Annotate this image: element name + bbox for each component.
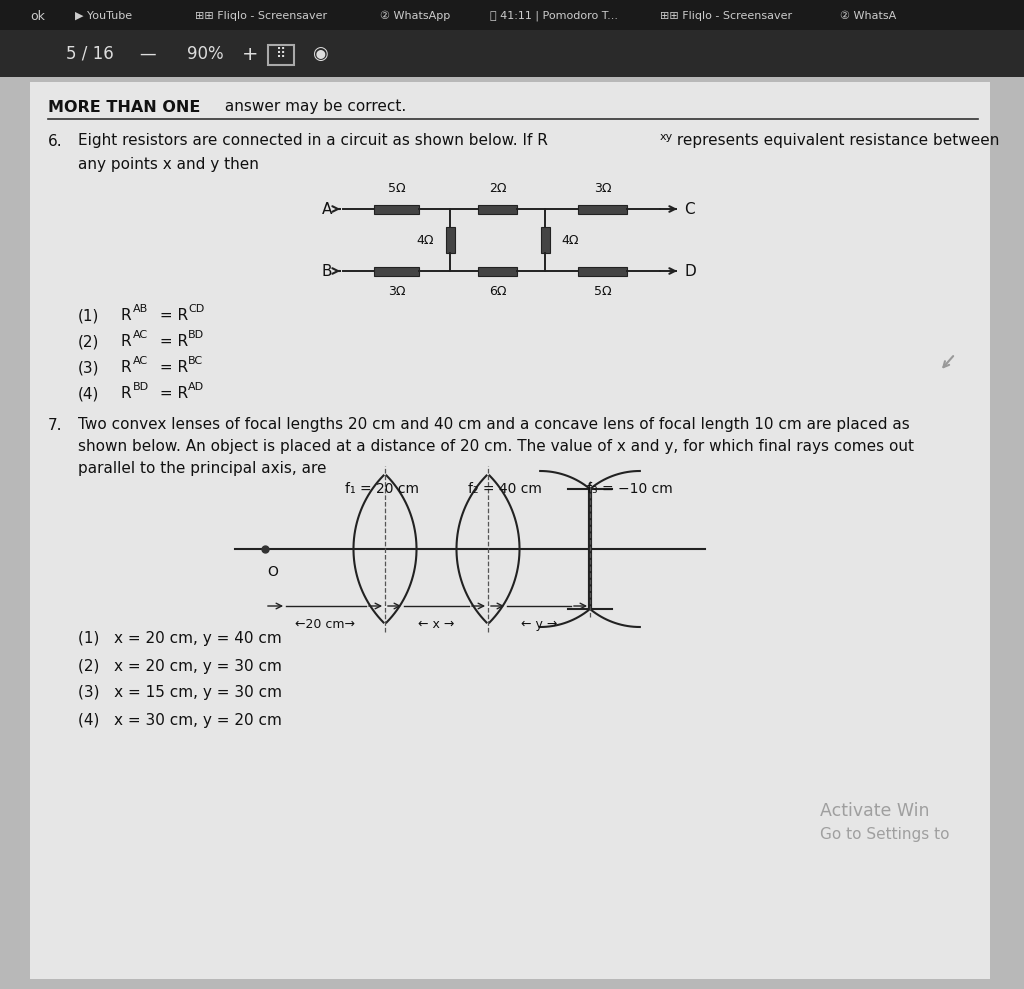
Text: ② WhatsApp: ② WhatsApp: [380, 11, 451, 21]
Text: Activate Win: Activate Win: [820, 802, 930, 820]
Text: R: R: [120, 309, 131, 323]
Text: ⊞⊞ Fliqlo - Screensaver: ⊞⊞ Fliqlo - Screensaver: [195, 11, 327, 21]
Text: R: R: [120, 387, 131, 402]
Text: ▶ YouTube: ▶ YouTube: [75, 11, 132, 21]
Text: (3): (3): [78, 361, 99, 376]
Text: MORE THAN ONE: MORE THAN ONE: [48, 100, 201, 115]
Text: f₂ = 40 cm: f₂ = 40 cm: [468, 482, 542, 496]
Text: D: D: [684, 263, 695, 279]
Text: ←20 cm→: ←20 cm→: [295, 618, 355, 631]
Text: (2)   x = 20 cm, y = 30 cm: (2) x = 20 cm, y = 30 cm: [78, 660, 282, 674]
Text: BC: BC: [188, 356, 203, 366]
Text: —: —: [139, 45, 157, 63]
Text: 4Ω: 4Ω: [561, 233, 579, 246]
Bar: [541, 227, 550, 253]
Text: 🟧 41:11 | Pomodoro T...: 🟧 41:11 | Pomodoro T...: [490, 11, 618, 21]
Text: Go to Settings to: Go to Settings to: [820, 827, 949, 842]
Text: (2): (2): [78, 334, 99, 349]
Text: 3Ω: 3Ω: [594, 182, 611, 195]
Text: C: C: [684, 202, 694, 217]
Bar: [477, 205, 517, 214]
Text: AC: AC: [133, 330, 148, 340]
Text: CD: CD: [188, 304, 204, 314]
Text: ← x →: ← x →: [418, 618, 455, 631]
Text: 6.: 6.: [48, 134, 62, 148]
Text: Eight resistors are connected in a circuit as shown below. If R: Eight resistors are connected in a circu…: [78, 134, 548, 148]
Text: ⊞⊞ Fliqlo - Screensaver: ⊞⊞ Fliqlo - Screensaver: [660, 11, 793, 21]
Text: any points x and y then: any points x and y then: [78, 157, 259, 172]
Bar: [579, 205, 627, 214]
Text: B: B: [322, 263, 332, 279]
Text: (1)   x = 20 cm, y = 40 cm: (1) x = 20 cm, y = 40 cm: [78, 632, 282, 647]
Text: 3Ω: 3Ω: [388, 285, 406, 298]
Bar: [0, 30, 1024, 77]
Text: represents equivalent resistance between: represents equivalent resistance between: [672, 134, 999, 148]
Text: answer may be correct.: answer may be correct.: [220, 100, 407, 115]
Text: (1): (1): [78, 309, 99, 323]
Text: ← y →: ← y →: [521, 618, 557, 631]
Text: BD: BD: [133, 382, 150, 392]
Text: 5Ω: 5Ω: [594, 285, 611, 298]
Text: ◉: ◉: [312, 45, 328, 63]
Text: Two convex lenses of focal lengths 20 cm and 40 cm and a concave lens of focal l: Two convex lenses of focal lengths 20 cm…: [78, 417, 909, 432]
Text: +: +: [242, 45, 258, 63]
Text: f₁ = 20 cm: f₁ = 20 cm: [345, 482, 419, 496]
Text: BD: BD: [188, 330, 204, 340]
Text: AD: AD: [188, 382, 204, 392]
Text: = R: = R: [155, 309, 188, 323]
Text: 90%: 90%: [186, 45, 223, 63]
Text: AC: AC: [133, 356, 148, 366]
Bar: [579, 266, 627, 276]
Bar: [374, 266, 419, 276]
Text: ⠿: ⠿: [275, 47, 286, 61]
Text: f₃ = −10 cm: f₃ = −10 cm: [587, 482, 673, 496]
Text: = R: = R: [155, 361, 188, 376]
Text: 6Ω: 6Ω: [488, 285, 506, 298]
Text: R: R: [120, 334, 131, 349]
Text: ok: ok: [30, 10, 45, 23]
Text: = R: = R: [155, 387, 188, 402]
Text: (3)   x = 15 cm, y = 30 cm: (3) x = 15 cm, y = 30 cm: [78, 685, 282, 700]
Text: xy: xy: [660, 132, 673, 142]
Text: (4)   x = 30 cm, y = 20 cm: (4) x = 30 cm, y = 20 cm: [78, 713, 282, 729]
Text: O: O: [267, 565, 278, 579]
Text: 4Ω: 4Ω: [417, 233, 434, 246]
Text: A: A: [322, 202, 332, 217]
Text: 5Ω: 5Ω: [388, 182, 406, 195]
Text: ② WhatsA: ② WhatsA: [840, 11, 896, 21]
Text: (4): (4): [78, 387, 99, 402]
Bar: [374, 205, 419, 214]
Bar: [445, 227, 455, 253]
Text: 7.: 7.: [48, 417, 62, 432]
Bar: [0, 0, 1024, 30]
Text: shown below. An object is placed at a distance of 20 cm. The value of x and y, f: shown below. An object is placed at a di…: [78, 439, 914, 455]
Text: 2Ω: 2Ω: [488, 182, 506, 195]
Text: 5 / 16: 5 / 16: [67, 45, 114, 63]
Bar: [477, 266, 517, 276]
Text: R: R: [120, 361, 131, 376]
Text: parallel to the principal axis, are: parallel to the principal axis, are: [78, 462, 327, 477]
Text: = R: = R: [155, 334, 188, 349]
Text: AB: AB: [133, 304, 148, 314]
